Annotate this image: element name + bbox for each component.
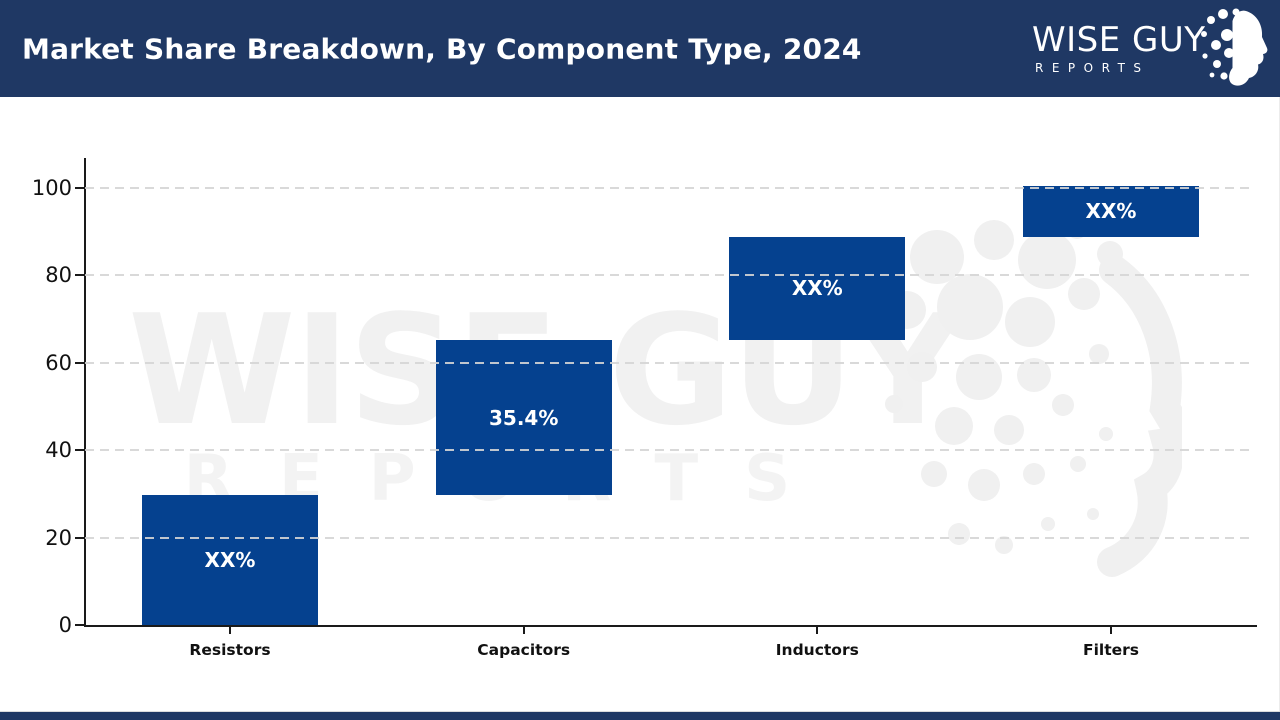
y-axis-tick xyxy=(75,274,84,276)
x-axis-tick xyxy=(1110,627,1112,634)
footer-bar xyxy=(0,712,1280,720)
brand-subtitle: REPORTS xyxy=(1035,61,1150,75)
y-axis-spine xyxy=(84,158,86,627)
x-axis-spine xyxy=(84,625,1257,627)
gridline xyxy=(85,449,1253,451)
chart-canvas: WISE GUY REPORTS 020406080100XX%Resistor… xyxy=(0,97,1280,712)
x-axis-label: Inductors xyxy=(775,641,859,659)
brand-logo: WISE GUY REPORTS xyxy=(1008,5,1270,93)
bar-value-label: 35.4% xyxy=(488,405,559,430)
gridline xyxy=(85,274,1253,276)
bar-value-label: XX% xyxy=(791,276,843,301)
y-axis-tick xyxy=(75,449,84,451)
y-axis-label: 80 xyxy=(45,263,72,287)
bar-value-label: XX% xyxy=(1085,199,1137,224)
brand-text: WISE GUY REPORTS xyxy=(1032,22,1217,75)
brand-name: WISE GUY xyxy=(1032,20,1206,60)
y-axis-label: 0 xyxy=(58,613,72,637)
bar-segment: XX% xyxy=(1023,185,1199,237)
bar-segment: 35.4% xyxy=(435,340,612,496)
y-axis-tick xyxy=(75,361,84,364)
header-bar: Market Share Breakdown, By Component Typ… xyxy=(0,0,1280,97)
y-axis-tick xyxy=(75,186,84,189)
bar-value-label: XX% xyxy=(204,548,256,573)
bar-segment: XX% xyxy=(142,495,318,625)
bar-segment: XX% xyxy=(729,236,906,341)
y-axis-label: 20 xyxy=(45,525,72,550)
gridline xyxy=(85,361,1253,364)
x-axis-label: Filters xyxy=(1082,641,1139,659)
x-axis-tick xyxy=(229,627,231,634)
y-axis-label: 100 xyxy=(31,175,72,200)
gridline xyxy=(85,186,1253,189)
gridline xyxy=(85,536,1253,539)
y-axis-tick xyxy=(75,536,84,539)
footer-divider xyxy=(0,711,1280,712)
face-profile-icon xyxy=(1201,8,1268,86)
x-axis-tick xyxy=(522,627,525,634)
y-axis-label: 60 xyxy=(45,350,72,375)
y-axis-tick xyxy=(75,624,84,626)
x-axis-label: Capacitors xyxy=(477,641,571,659)
y-axis-label: 40 xyxy=(45,438,72,462)
x-axis-label: Resistors xyxy=(189,641,271,659)
x-axis-tick xyxy=(816,627,819,634)
page-title: Market Share Breakdown, By Component Typ… xyxy=(22,32,862,65)
